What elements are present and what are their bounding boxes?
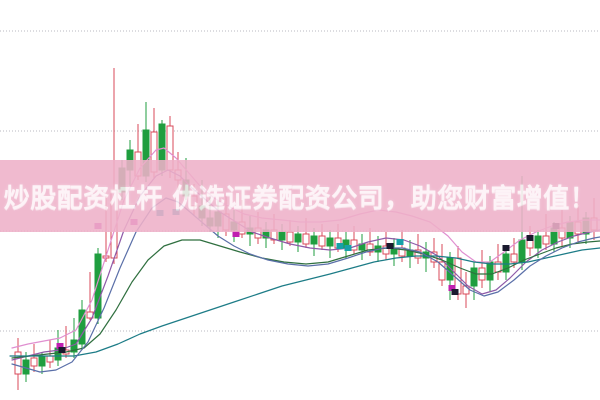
candle-body	[310, 235, 318, 245]
candle-body	[94, 253, 102, 319]
candle-body	[294, 233, 302, 243]
candle-body	[446, 257, 454, 281]
candle-body	[534, 235, 542, 249]
candlestick	[326, 230, 334, 258]
candle-body	[278, 231, 286, 241]
signal-marker-dark	[58, 347, 66, 353]
candlestick	[382, 232, 390, 260]
candle-body	[38, 355, 46, 367]
candlestick	[310, 228, 318, 256]
signal-marker-magenta	[448, 285, 456, 291]
signal-marker-teal	[336, 243, 344, 249]
candle-body	[46, 355, 54, 363]
moving-average-lines	[9, 147, 600, 373]
candle-body	[326, 237, 334, 247]
candle-body	[526, 239, 534, 249]
candle-body	[350, 239, 358, 251]
signal-marker-dark	[502, 245, 510, 251]
signal-marker-teal	[396, 239, 404, 245]
signal-marker-dark	[526, 235, 534, 241]
ma-line-ma10	[11, 169, 600, 361]
candle-body	[542, 235, 550, 245]
candle-body	[510, 253, 518, 263]
signal-marker-teal	[344, 245, 352, 251]
candle-body	[30, 357, 38, 367]
candle-body	[470, 267, 478, 287]
candle-body	[502, 253, 510, 273]
candlestick	[470, 262, 478, 300]
candle-body	[302, 233, 310, 245]
signal-marker-dark	[386, 243, 394, 249]
ma-line-ma-short-blue	[11, 197, 600, 373]
candle-body	[414, 249, 422, 259]
candlestick	[78, 300, 86, 350]
candle-body	[518, 239, 526, 263]
signal-marker-magenta	[232, 231, 240, 237]
advertisement-banner-text: 炒股配资杠杆 优选证券配资公司，助您财富增值！	[3, 183, 597, 214]
candle-body	[382, 245, 390, 255]
candle-body	[78, 309, 86, 345]
candlestick	[94, 248, 102, 324]
candle-body	[318, 235, 326, 247]
candle-body	[14, 351, 22, 375]
ma-line-ma20	[11, 239, 600, 359]
signal-marker-magenta	[56, 343, 64, 349]
signal-marker-dark	[451, 289, 459, 295]
advertisement-banner[interactable]: 炒股配资杠杆 优选证券配资公司，助您财富增值！	[0, 160, 600, 232]
candlestick	[30, 344, 38, 372]
candle-body	[486, 261, 494, 281]
candlestick	[502, 250, 510, 280]
candle-body	[366, 243, 374, 253]
candlestick	[414, 234, 422, 264]
candle-body	[286, 231, 294, 243]
candle-body	[438, 261, 446, 281]
ma-line-ma60	[9, 247, 600, 357]
